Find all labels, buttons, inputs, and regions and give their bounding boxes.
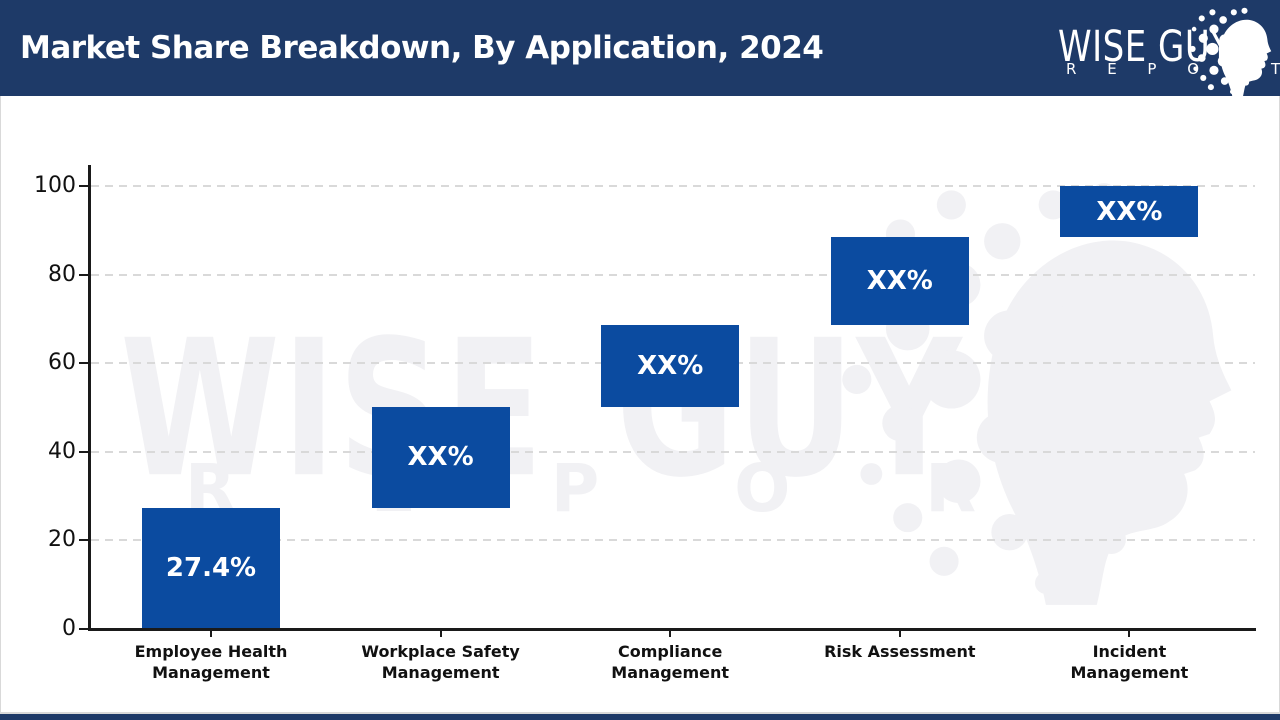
x-axis-label: Employee Health Management bbox=[96, 641, 326, 683]
watermark-face-icon bbox=[842, 183, 1232, 605]
x-axis-tick bbox=[898, 631, 901, 637]
y-axis-tick bbox=[79, 450, 88, 453]
y-tick-label: 80 bbox=[48, 261, 76, 287]
bar-value-label: XX% bbox=[637, 350, 704, 381]
x-axis-label-line: Management bbox=[152, 663, 270, 682]
bar: XX% bbox=[601, 325, 740, 407]
x-axis-tick bbox=[669, 631, 672, 637]
bar: XX% bbox=[830, 237, 969, 326]
y-tick-label: 20 bbox=[48, 527, 76, 553]
watermark-wordmark: WISE GUY bbox=[120, 300, 964, 520]
bar: XX% bbox=[371, 406, 510, 508]
x-axis-line bbox=[88, 628, 1256, 631]
page-title: Market Share Breakdown, By Application, … bbox=[20, 30, 824, 66]
x-axis-label-line: Risk Assessment bbox=[824, 642, 976, 661]
bar-value-label: XX% bbox=[866, 266, 933, 297]
bar: 27.4% bbox=[142, 507, 280, 629]
bar-value-label: XX% bbox=[407, 442, 474, 473]
footer-divider bbox=[0, 712, 1280, 714]
logo-face-icon bbox=[1189, 7, 1272, 97]
gridline bbox=[91, 539, 1255, 542]
gridline bbox=[91, 450, 1255, 453]
x-axis-label: Risk Assessment bbox=[785, 641, 1015, 662]
gridline bbox=[91, 185, 1255, 187]
bar-value-label: 27.4% bbox=[165, 553, 257, 584]
y-tick-label: 100 bbox=[34, 173, 76, 198]
y-axis-tick bbox=[79, 185, 88, 187]
page-border-left bbox=[0, 96, 1, 713]
x-axis-label-line: Management bbox=[381, 663, 500, 682]
wiseguy-logo: WISE GUY R E P O R T S bbox=[1020, 0, 1280, 97]
y-axis-tick bbox=[79, 628, 88, 630]
bar-value-label: XX% bbox=[1096, 196, 1163, 227]
x-axis-label-line: Management bbox=[611, 663, 730, 682]
header: Market Share Breakdown, By Application, … bbox=[0, 0, 1280, 97]
y-axis-tick bbox=[79, 539, 88, 542]
x-axis-label: Compliance Management bbox=[555, 641, 785, 683]
y-axis-tick bbox=[79, 362, 88, 365]
y-axis-tick bbox=[79, 273, 88, 276]
y-tick-label: 0 bbox=[62, 616, 76, 641]
x-axis-tick bbox=[210, 631, 212, 637]
logo-wordmark: WISE GUY bbox=[1058, 22, 1232, 72]
y-tick-label: 60 bbox=[48, 350, 76, 376]
x-axis-label-line: Incident bbox=[1092, 642, 1167, 661]
x-axis-label: Workplace Safety Management bbox=[326, 641, 556, 683]
x-axis-label-line: Management bbox=[1070, 663, 1189, 682]
x-axis-tick bbox=[1128, 631, 1131, 637]
x-axis-label-line: Compliance bbox=[618, 642, 723, 661]
y-axis-line bbox=[88, 165, 91, 630]
footer-bar bbox=[0, 714, 1280, 720]
gridline bbox=[91, 273, 1255, 276]
x-axis-label-line: Employee Health bbox=[134, 642, 288, 661]
x-axis-label: Incident Management bbox=[1014, 641, 1244, 683]
x-axis-label-line: Workplace Safety bbox=[361, 642, 520, 661]
x-axis-tick bbox=[439, 631, 442, 637]
bar: XX% bbox=[1060, 186, 1199, 238]
y-tick-label: 40 bbox=[48, 438, 76, 464]
